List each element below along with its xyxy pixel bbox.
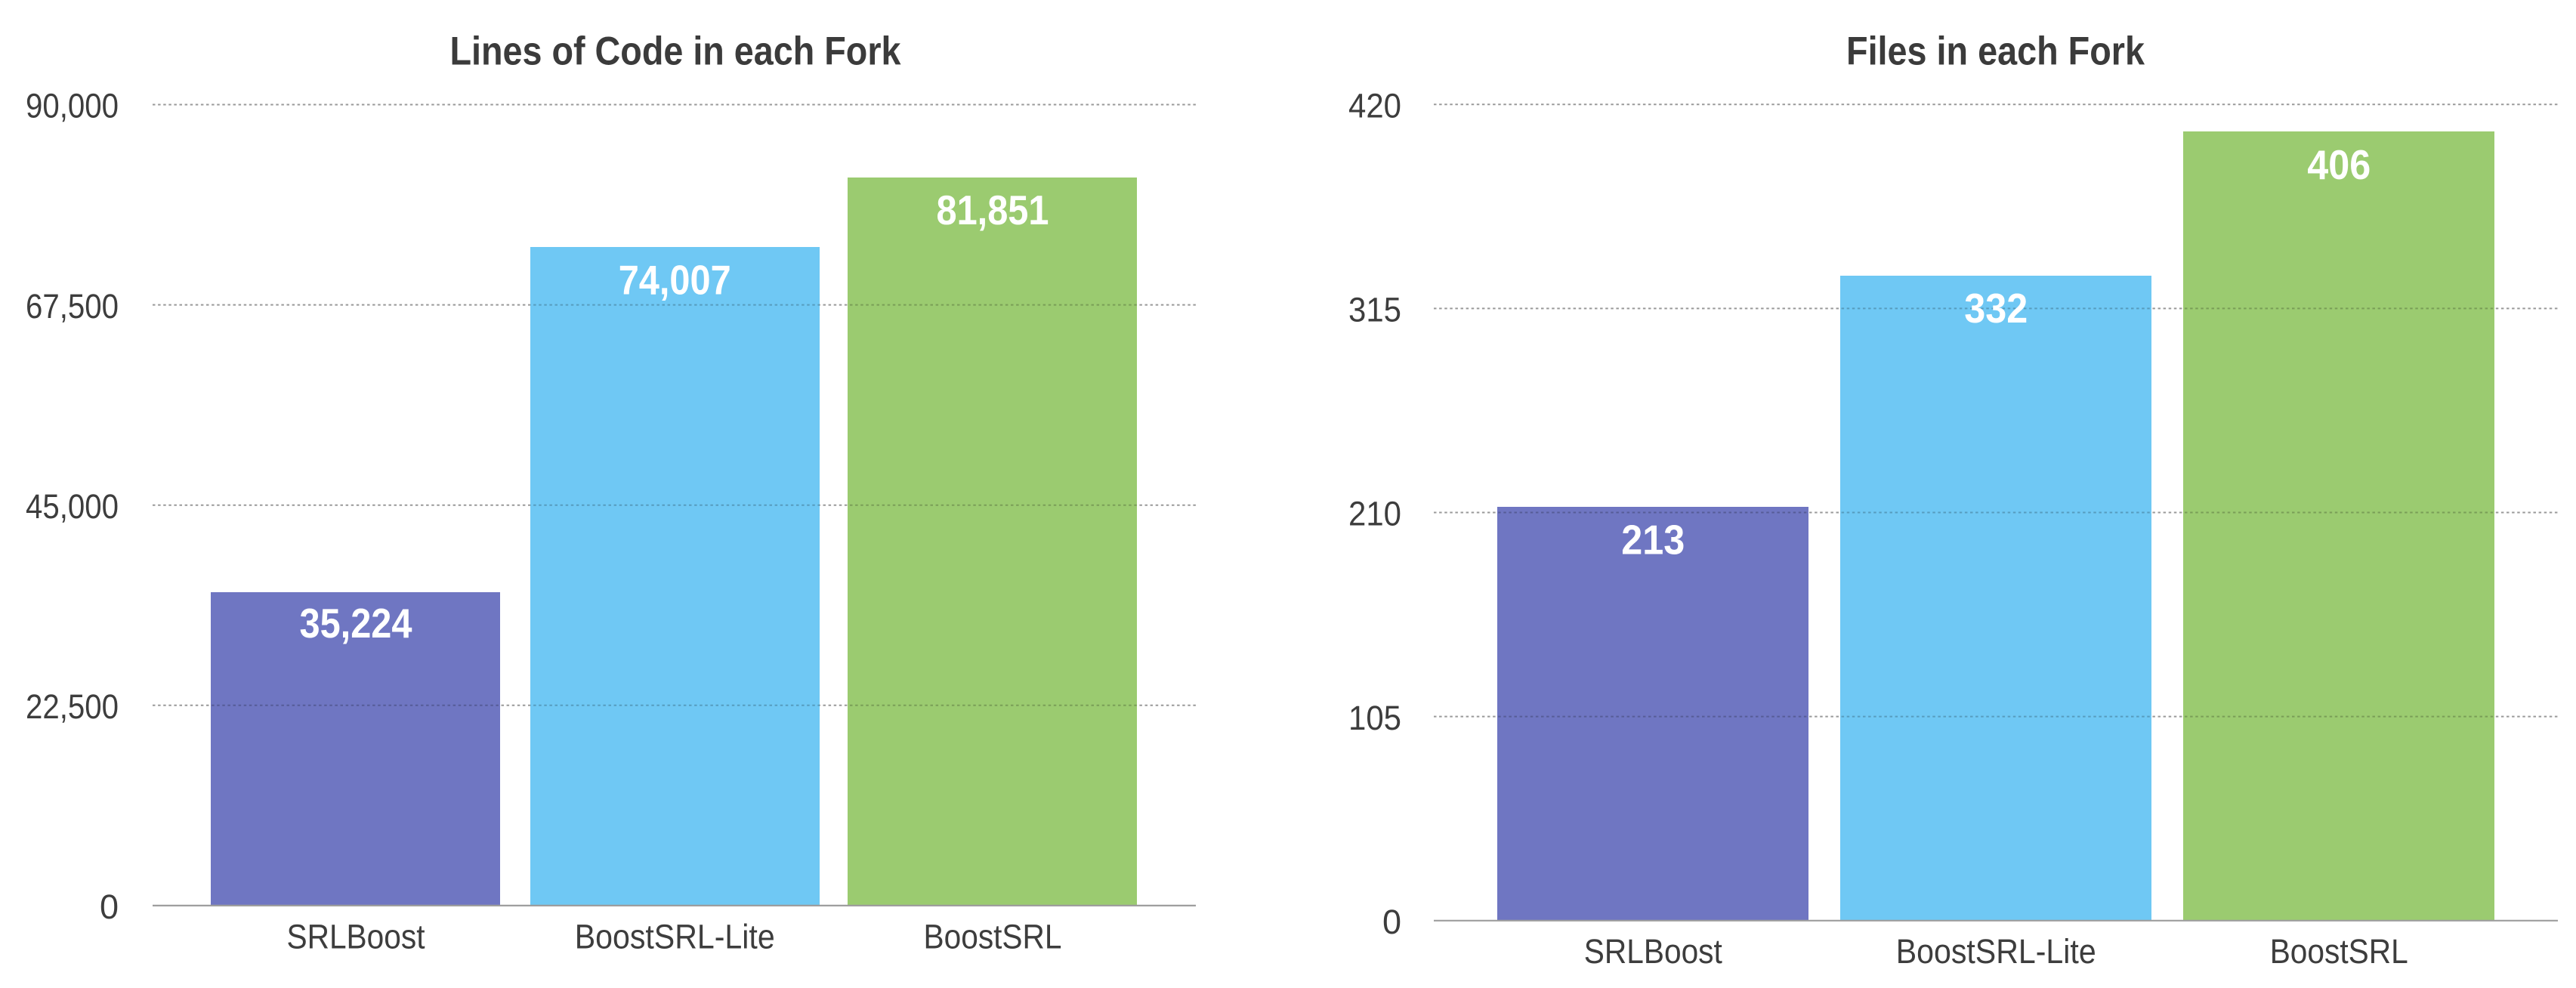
svg-text:BoostSRL-Lite: BoostSRL-Lite xyxy=(1896,932,2096,971)
svg-text:BoostSRL-Lite: BoostSRL-Lite xyxy=(575,917,775,956)
svg-text:0: 0 xyxy=(1382,903,1401,941)
svg-text:74,007: 74,007 xyxy=(619,257,731,304)
svg-text:67,500: 67,500 xyxy=(26,287,119,326)
svg-text:0: 0 xyxy=(100,888,119,926)
svg-text:BoostSRL: BoostSRL xyxy=(924,917,1062,956)
svg-text:SRLBoost: SRLBoost xyxy=(1584,932,1722,971)
svg-text:45,000: 45,000 xyxy=(26,487,119,526)
svg-text:213: 213 xyxy=(1621,516,1685,563)
svg-text:SRLBoost: SRLBoost xyxy=(287,917,425,956)
svg-text:22,500: 22,500 xyxy=(26,687,119,726)
svg-text:332: 332 xyxy=(1964,285,2028,332)
svg-text:406: 406 xyxy=(2307,141,2371,188)
svg-text:35,224: 35,224 xyxy=(300,600,412,647)
svg-text:90,000: 90,000 xyxy=(26,87,119,125)
svg-text:81,851: 81,851 xyxy=(937,187,1049,233)
svg-text:420: 420 xyxy=(1348,87,1401,125)
svg-text:Files in each Fork: Files in each Fork xyxy=(1846,29,2145,74)
svg-text:315: 315 xyxy=(1348,291,1401,329)
svg-text:BoostSRL: BoostSRL xyxy=(2270,932,2408,971)
svg-text:210: 210 xyxy=(1348,495,1401,533)
svg-text:Lines of Code in each Fork: Lines of Code in each Fork xyxy=(450,29,902,74)
svg-text:105: 105 xyxy=(1348,699,1401,737)
